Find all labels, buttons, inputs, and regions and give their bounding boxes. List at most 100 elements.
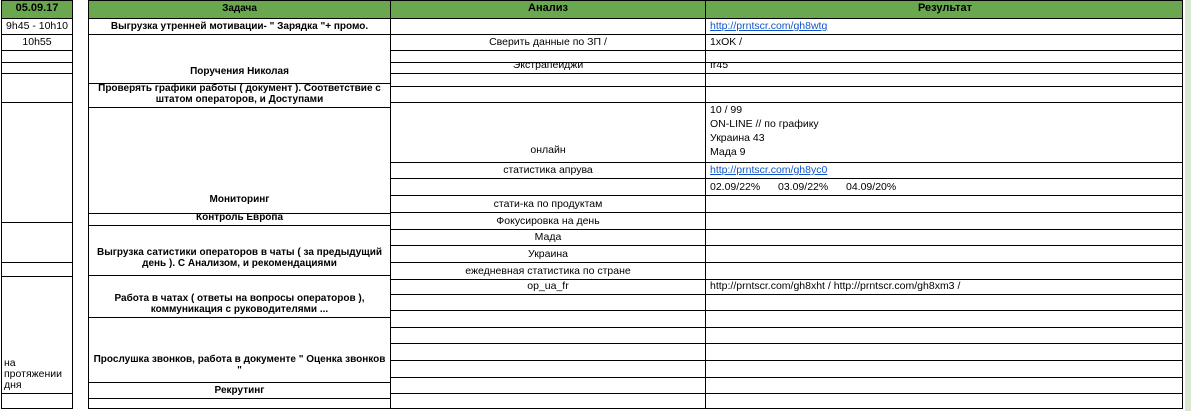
empty-cell[interactable] [706,295,1182,311]
empty-cell[interactable] [706,87,1182,103]
task-cell[interactable]: Работа в чатах ( ответы на вопросы опера… [89,276,390,318]
analysis-cell-text: статистика апрува [503,164,593,176]
empty-cell[interactable] [2,223,72,263]
empty-cell[interactable] [2,74,72,103]
empty-cell[interactable] [706,213,1182,230]
result-cell[interactable]: 02.09/22% 03.09/22% 04.09/20% [706,179,1182,196]
analysis-header-cell[interactable]: Анализ [391,1,705,19]
empty-cell[interactable] [391,51,705,63]
analysis-cell[interactable]: стати-ка по продуктам [391,196,705,213]
empty-cell[interactable] [2,63,72,74]
analysis-cell-text: Украина [528,248,568,260]
analysis-cell[interactable]: Экстрапейджи [391,63,705,74]
empty-cell[interactable] [706,311,1182,328]
analysis-cell[interactable]: статистика апрува [391,163,705,179]
empty-cell[interactable] [391,74,705,87]
time-range-cell-text: на протяжении дня [4,357,63,391]
empty-cell[interactable] [89,399,390,409]
empty-cell[interactable] [706,196,1182,213]
empty-cell[interactable] [706,74,1182,87]
result-cell-text: 1xOK / [710,36,743,48]
task-cell[interactable]: Мониторинг [89,108,390,214]
empty-cell[interactable] [2,103,72,223]
task-cell-text: Мониторинг [209,194,270,205]
empty-cell[interactable] [706,344,1182,361]
task-cell[interactable]: Прослушка звонков, работа в документе " … [89,318,390,383]
result-line: ON-LINE // по графику [710,118,819,130]
empty-cell[interactable] [706,394,1182,409]
analysis-cell[interactable]: Украина [391,246,705,263]
empty-cell[interactable] [2,263,72,277]
column-task: Задача Выгрузка утренней мотивации- " Зар… [88,0,390,409]
analysis-cell[interactable]: Фокусировка на день [391,213,705,230]
task-cell-text: Поручения Николая [190,66,289,77]
empty-cell[interactable] [706,51,1182,63]
task-cell[interactable]: Рекрутинг [89,383,390,399]
result-link-cell[interactable]: http://prntscr.com/gh8wtg [706,19,1182,35]
task-header-cell[interactable]: Задача [89,1,390,19]
analysis-cell-text: Сверить данные по ЗП / [489,36,607,48]
column-time: 05.09.17 9h45 - 10h10 10h35 - 10h55 на прот… [1,0,73,409]
task-cell-text: Выгрузка сатистики операторов в чаты ( з… [96,247,383,269]
time-range-cell[interactable]: 10h35 - 10h55 [2,35,72,51]
empty-cell[interactable] [391,378,705,394]
empty-cell[interactable] [706,263,1182,280]
empty-cell[interactable] [706,328,1182,344]
analysis-cell[interactable]: ежедневная статистика по стране [391,263,705,280]
result-line: Мада 9 [710,146,746,158]
empty-cell[interactable] [391,328,705,344]
result-line: 10 / 99 [710,104,743,116]
column-result: Результат http://prntscr.com/gh8wtg 1xOK /… [705,0,1183,409]
result-line: Украина 43 [710,132,765,144]
time-range-cell-text: 9h45 - 10h10 [6,20,68,32]
result-link-cell-text: http://prntscr.com/gh8yc0 [710,164,828,176]
empty-cell[interactable] [706,246,1182,263]
date-header-cell-text: 05.09.17 [15,2,59,14]
empty-cell[interactable] [391,311,705,328]
task-cell[interactable]: Поручения Николая [89,35,390,84]
result-cell[interactable]: fr45 [706,63,1182,74]
analysis-cell-text: Экстрапейджи [512,63,584,71]
result-header-cell[interactable]: Результат [706,1,1182,19]
result-cell-text: fr45 [710,63,729,71]
analysis-cell[interactable]: Мада [391,230,705,246]
task-header-cell-text: Задача [222,3,257,14]
task-cell-text: Прослушка звонков, работа в документе " … [93,354,386,376]
empty-cell[interactable] [706,230,1182,246]
result-link-cell[interactable]: http://prntscr.com/gh8yc0 [706,163,1182,179]
task-cell[interactable]: Проверять графики работы ( документ ). С… [89,84,390,108]
time-range-cell[interactable]: 9h45 - 10h10 [2,19,72,35]
task-cell[interactable]: Выгрузка сатистики операторов в чаты ( з… [89,226,390,276]
task-cell[interactable]: Контроль Европа [89,214,390,226]
empty-cell[interactable] [391,179,705,196]
empty-cell[interactable] [2,394,72,409]
empty-cell[interactable] [391,344,705,361]
task-cell-text: Проверять графики работы ( документ ). С… [98,84,381,105]
empty-cell[interactable] [391,19,705,35]
empty-cell[interactable] [706,361,1182,378]
date-header-cell[interactable]: 05.09.17 [2,1,72,19]
analysis-cell[interactable]: op_ua_fr [391,280,705,295]
analysis-cell[interactable]: Сверить данные по ЗП / [391,35,705,51]
empty-cell[interactable] [391,361,705,378]
analysis-header-cell-text: Анализ [528,2,568,14]
analysis-cell-text: онлайн [530,144,566,156]
task-cell[interactable]: Выгрузка утренней мотивации- " Зарядка "… [89,19,390,35]
result-cell-text: http://prntscr.com/gh8xht / http://prnts… [710,280,961,292]
empty-cell[interactable] [391,394,705,409]
percent-value: 02.09/22% [710,181,761,193]
empty-cell[interactable] [391,87,705,103]
time-range-cell[interactable]: на протяжении дня [2,277,72,394]
analysis-cell-text: Мада [534,231,562,243]
result-cell[interactable]: 1xOK / [706,35,1182,51]
analysis-cell-text: стати-ка по продуктам [493,198,603,210]
result-cell[interactable]: http://prntscr.com/gh8xht / http://prnts… [706,280,1182,295]
column-analysis: Анализ Сверить данные по ЗП / Экстрапейджи… [390,0,705,409]
empty-cell[interactable] [706,378,1182,394]
analysis-cell[interactable]: онлайн [391,103,705,163]
result-cell[interactable]: 10 / 99 ON-LINE // по графику Украина 43 Ма… [706,103,1182,163]
empty-cell[interactable] [2,51,72,63]
task-cell-text: Выгрузка утренней мотивации- " Зарядка "… [110,21,369,32]
empty-cell[interactable] [391,295,705,311]
